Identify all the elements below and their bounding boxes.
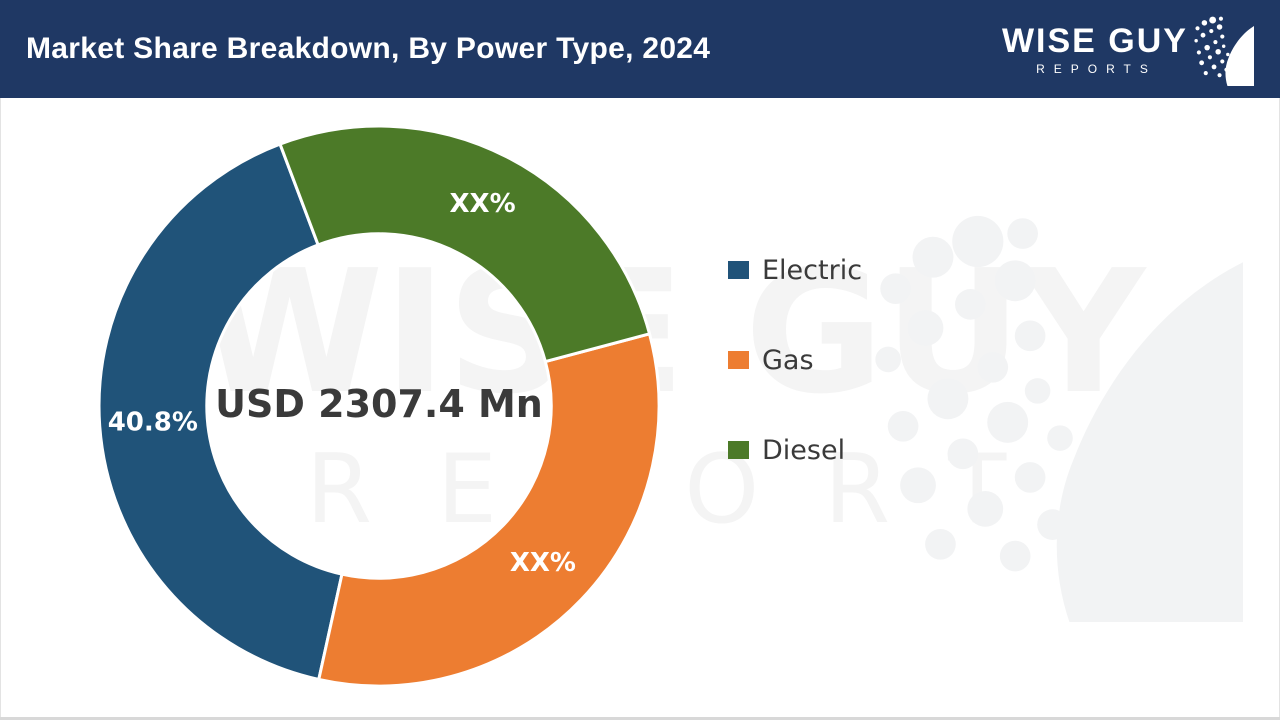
legend-item-diesel: Diesel xyxy=(728,435,862,465)
face-dot xyxy=(1199,60,1205,66)
face-dot xyxy=(1207,55,1212,60)
face-dot xyxy=(1215,49,1221,55)
chart-legend: Electric Gas Diesel xyxy=(728,255,862,465)
face-dot xyxy=(1047,425,1073,451)
face-dot xyxy=(977,351,1009,383)
face-dot xyxy=(999,540,1031,572)
face-dot xyxy=(1220,59,1225,64)
bottom-border xyxy=(0,717,1280,720)
face-dot xyxy=(1201,20,1208,26)
face-dot xyxy=(1217,73,1222,78)
face-profile xyxy=(1225,26,1254,86)
legend-swatch-diesel xyxy=(728,441,749,459)
face-dot xyxy=(925,528,956,560)
face-dot xyxy=(955,289,986,320)
face-dot xyxy=(880,273,911,304)
face-dot xyxy=(1220,34,1225,39)
face-dot xyxy=(1216,24,1223,30)
donut-segment-gas xyxy=(317,332,661,688)
face-dot xyxy=(1209,16,1217,24)
segment-label-electric: 40.8% xyxy=(108,407,198,437)
face-dot xyxy=(1209,29,1214,34)
legend-label-electric: Electric xyxy=(762,254,863,286)
face-dot xyxy=(1226,52,1230,57)
face-dot xyxy=(994,260,1036,302)
segment-label-diesel: XX% xyxy=(450,189,516,219)
brand-face-icon xyxy=(1194,16,1254,86)
header-bar: Market Share Breakdown, By Power Type, 2… xyxy=(0,0,1280,98)
legend-label-diesel: Diesel xyxy=(762,434,846,466)
legend-item-electric: Electric xyxy=(728,255,862,285)
face-dot xyxy=(1221,44,1226,48)
face-dot xyxy=(907,310,944,346)
face-dot xyxy=(1211,64,1217,70)
legend-swatch-electric xyxy=(728,261,749,279)
face-dot xyxy=(927,378,969,420)
segment-label-gas: XX% xyxy=(510,548,576,578)
brand-logo: WISE GUY REPORTS xyxy=(1002,12,1254,86)
face-dot xyxy=(875,346,901,373)
donut-segment-diesel xyxy=(278,124,652,364)
face-dot xyxy=(1203,71,1208,76)
face-dot xyxy=(967,490,1004,527)
brand-subname: REPORTS xyxy=(1036,61,1157,76)
donut-chart: 40.8% XX% XX% xyxy=(97,124,661,688)
page-title: Market Share Breakdown, By Power Type, 2… xyxy=(26,32,711,65)
face-dot xyxy=(900,467,936,504)
face-dot xyxy=(912,236,954,278)
brand-logo-text: WISE GUY REPORTS xyxy=(1002,24,1188,75)
watermark-text: WISE GUY xyxy=(196,234,1146,432)
face-dot xyxy=(1007,218,1038,249)
chart-area: WISE GUY REPORTS 40.8% XX% XX% USD 2307.4 … xyxy=(0,98,1280,717)
face-dot xyxy=(947,438,979,470)
watermark-face-icon xyxy=(875,215,1243,622)
face-dot xyxy=(1014,320,1046,352)
donut-segment-electric xyxy=(97,142,344,681)
face-dot xyxy=(987,401,1029,443)
face-dot xyxy=(1195,26,1200,31)
face-dot xyxy=(887,410,919,442)
chart-center-value: USD 2307.4 Mn xyxy=(215,382,543,426)
legend-item-gas: Gas xyxy=(728,345,862,375)
face-dot xyxy=(1196,50,1201,55)
legend-label-gas: Gas xyxy=(762,344,814,376)
face-dot xyxy=(1200,32,1206,38)
face-dot xyxy=(1194,39,1198,43)
face-dot xyxy=(952,215,1004,268)
face-dot xyxy=(1014,462,1046,493)
face-dot xyxy=(1218,16,1223,21)
face-dot xyxy=(1213,40,1218,45)
brand-name: WISE GUY xyxy=(1001,21,1188,60)
face-dot xyxy=(1024,378,1051,404)
face-dot xyxy=(1204,44,1210,51)
face-profile xyxy=(1056,262,1243,622)
legend-swatch-gas xyxy=(728,351,749,369)
